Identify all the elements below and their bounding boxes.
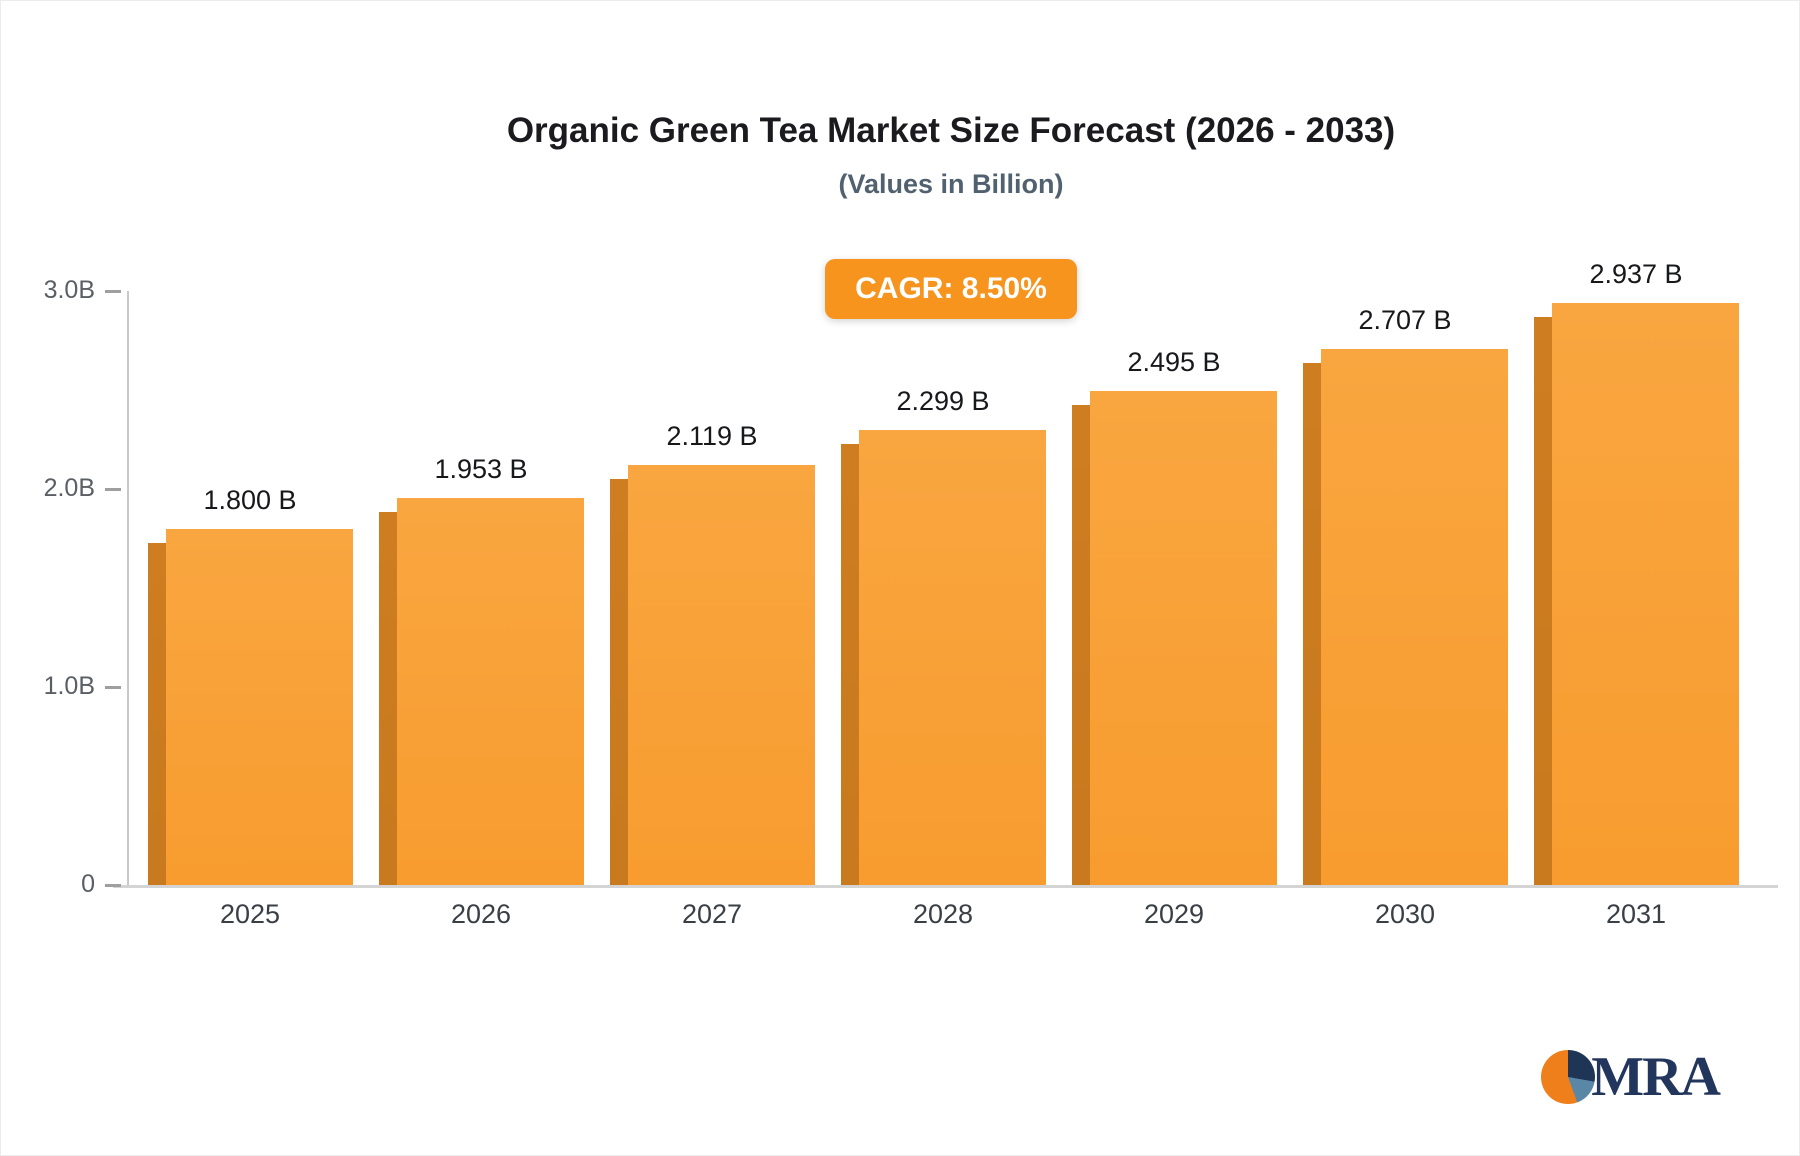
y-axis-tick-label: 3.0B [43,276,95,304]
bar [1071,390,1277,885]
x-axis-line [113,885,1778,888]
bar-value-label: 1.800 B [203,484,297,515]
bar-value-label: 2.299 B [896,385,990,416]
y-axis-line [127,291,129,888]
y-axis-tick [105,290,121,293]
x-axis-label: 2027 [681,899,743,929]
cagr-badge: CAGR: 8.50% [825,259,1077,319]
brand-logo: MRA [1541,1045,1721,1109]
bar [378,498,584,885]
bar-front-face [858,429,1046,885]
y-axis-tick-label: 1.0B [43,672,95,700]
bar-side-face [1533,317,1552,885]
x-axis-label: 2031 [1605,899,1667,929]
bar-value-label: 2.119 B [666,421,758,452]
x-axis-label: 2028 [912,899,974,929]
x-axis-label: 2025 [219,899,281,929]
chart-subtitle: (Values in Billion) [838,169,1064,199]
bar [1302,349,1508,885]
x-axis-label: 2030 [1374,899,1436,929]
cagr-badge-wrap: CAGR: 8.50% [131,259,1771,319]
bar-side-face [1302,363,1321,885]
bar [840,429,1046,885]
bar [609,465,815,885]
bar-side-face [840,443,859,885]
bar-value-label: 2.937 B [1589,259,1683,290]
bar-side-face [609,479,628,885]
bar [147,528,353,885]
y-axis-tick [105,884,121,887]
y-axis-tick [105,488,121,491]
x-axis-label: 2026 [450,899,512,929]
bar [1533,303,1739,885]
bar-front-face [165,528,353,885]
pie-chart-icon [1541,1050,1596,1104]
chart-title: Organic Green Tea Market Size Forecast (… [506,111,1396,150]
y-axis-tick-label: 0 [81,870,95,898]
y-axis-tick-label: 2.0B [43,474,95,502]
bar-side-face [147,542,166,885]
brand-logo-text: MRA [1591,1046,1721,1108]
y-axis-tick [105,686,121,689]
bar-value-label: 2.707 B [1358,305,1452,335]
bar-front-face [1089,390,1277,885]
bar-side-face [1071,404,1090,885]
bar-side-face [378,512,397,885]
x-axis-label: 2029 [1143,899,1205,929]
bar-front-face [396,498,584,885]
bar-value-label: 1.953 B [434,454,528,485]
bar-value-label: 2.495 B [1127,346,1221,377]
bar-front-face [1320,349,1508,885]
bar-front-face [627,465,815,885]
bar-front-face [1551,303,1739,885]
